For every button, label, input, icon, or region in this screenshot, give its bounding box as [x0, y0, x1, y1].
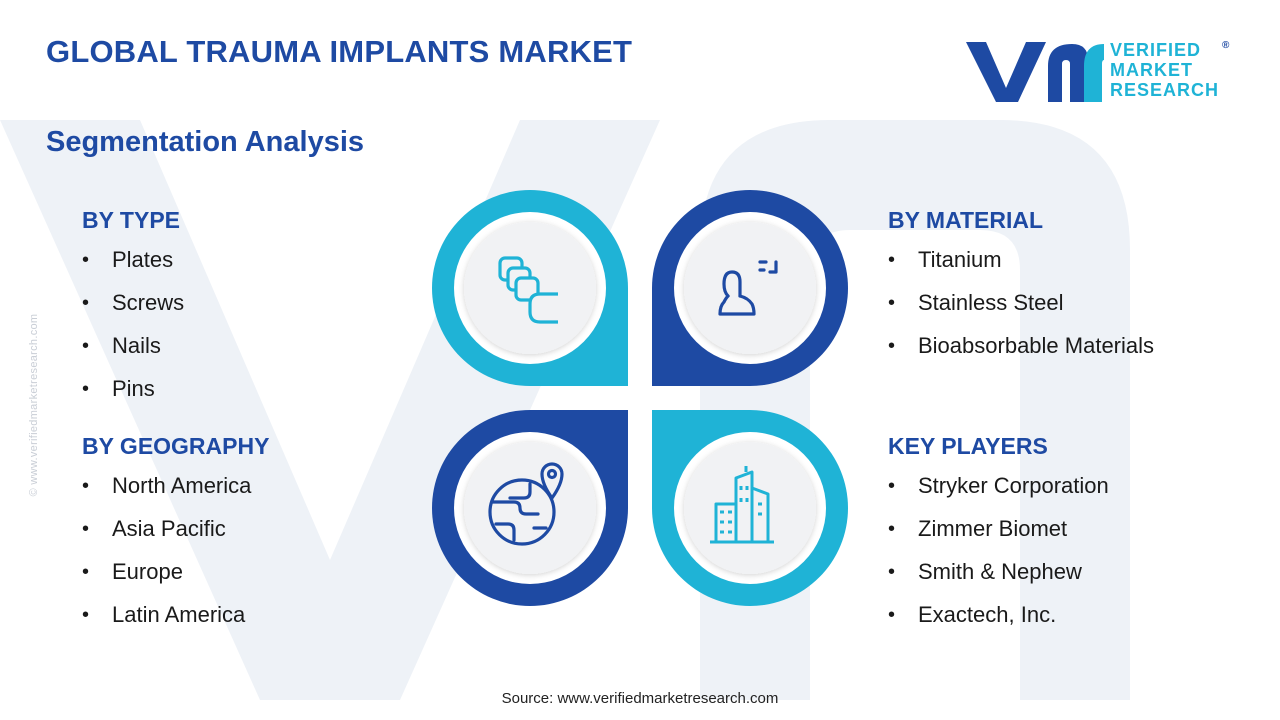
layers-icon [498, 256, 558, 324]
petal-bottom-left [432, 410, 628, 606]
segment-by-material: BY MATERIAL Titanium Stainless Steel Bio… [888, 207, 1154, 376]
globe-location-icon [488, 462, 564, 546]
list-item: North America [82, 473, 269, 516]
list-item: Asia Pacific [82, 516, 269, 559]
person-scan-icon [718, 260, 778, 316]
segment-heading: BY TYPE [82, 207, 180, 233]
segment-by-type: BY TYPE Plates Screws Nails Pins [82, 207, 184, 419]
segment-petal-graphic [432, 190, 848, 606]
logo-line-2: MARKET [1110, 60, 1193, 80]
list-item: Titanium [888, 247, 1154, 290]
petal-top-left [432, 190, 628, 386]
petal-top-right [652, 190, 848, 386]
list-item: Pins [82, 376, 184, 419]
list-item: Exactech, Inc. [888, 602, 1109, 645]
registered-mark: ® [1222, 40, 1231, 51]
list-item: Europe [82, 559, 269, 602]
page-title: GLOBAL TRAUMA IMPLANTS MARKET [46, 34, 633, 69]
segment-by-geography: BY GEOGRAPHY North America Asia Pacific … [82, 433, 269, 645]
list-item: Bioabsorbable Materials [888, 333, 1154, 376]
segment-key-players: KEY PLAYERS Stryker Corporation Zimmer B… [888, 433, 1109, 645]
logo-wordmark: VERIFIED MARKET RESEARCH ® [1110, 40, 1229, 100]
list-item: Smith & Nephew [888, 559, 1109, 602]
segment-heading: BY GEOGRAPHY [82, 433, 270, 459]
logo-line-1: VERIFIED [1110, 40, 1202, 60]
side-watermark: © www.verifiedmarketresearch.com [28, 313, 40, 497]
logo-line-3: RESEARCH [1110, 80, 1220, 100]
segment-heading: KEY PLAYERS [888, 433, 1048, 459]
segment-heading: BY MATERIAL [888, 207, 1044, 233]
list-item: Plates [82, 247, 184, 290]
list-item: Zimmer Biomet [888, 516, 1109, 559]
buildings-icon [710, 466, 774, 544]
petal-bottom-right [652, 410, 848, 606]
list-item: Nails [82, 333, 184, 376]
list-item: Stryker Corporation [888, 473, 1109, 516]
list-item: Screws [82, 290, 184, 333]
source-footnote: Source: www.verifiedmarketresearch.com [501, 690, 779, 707]
list-item: Latin America [82, 602, 269, 645]
list-item: Stainless Steel [888, 290, 1154, 333]
page-subtitle: Segmentation Analysis [46, 126, 365, 158]
vmr-logo [966, 42, 1104, 102]
